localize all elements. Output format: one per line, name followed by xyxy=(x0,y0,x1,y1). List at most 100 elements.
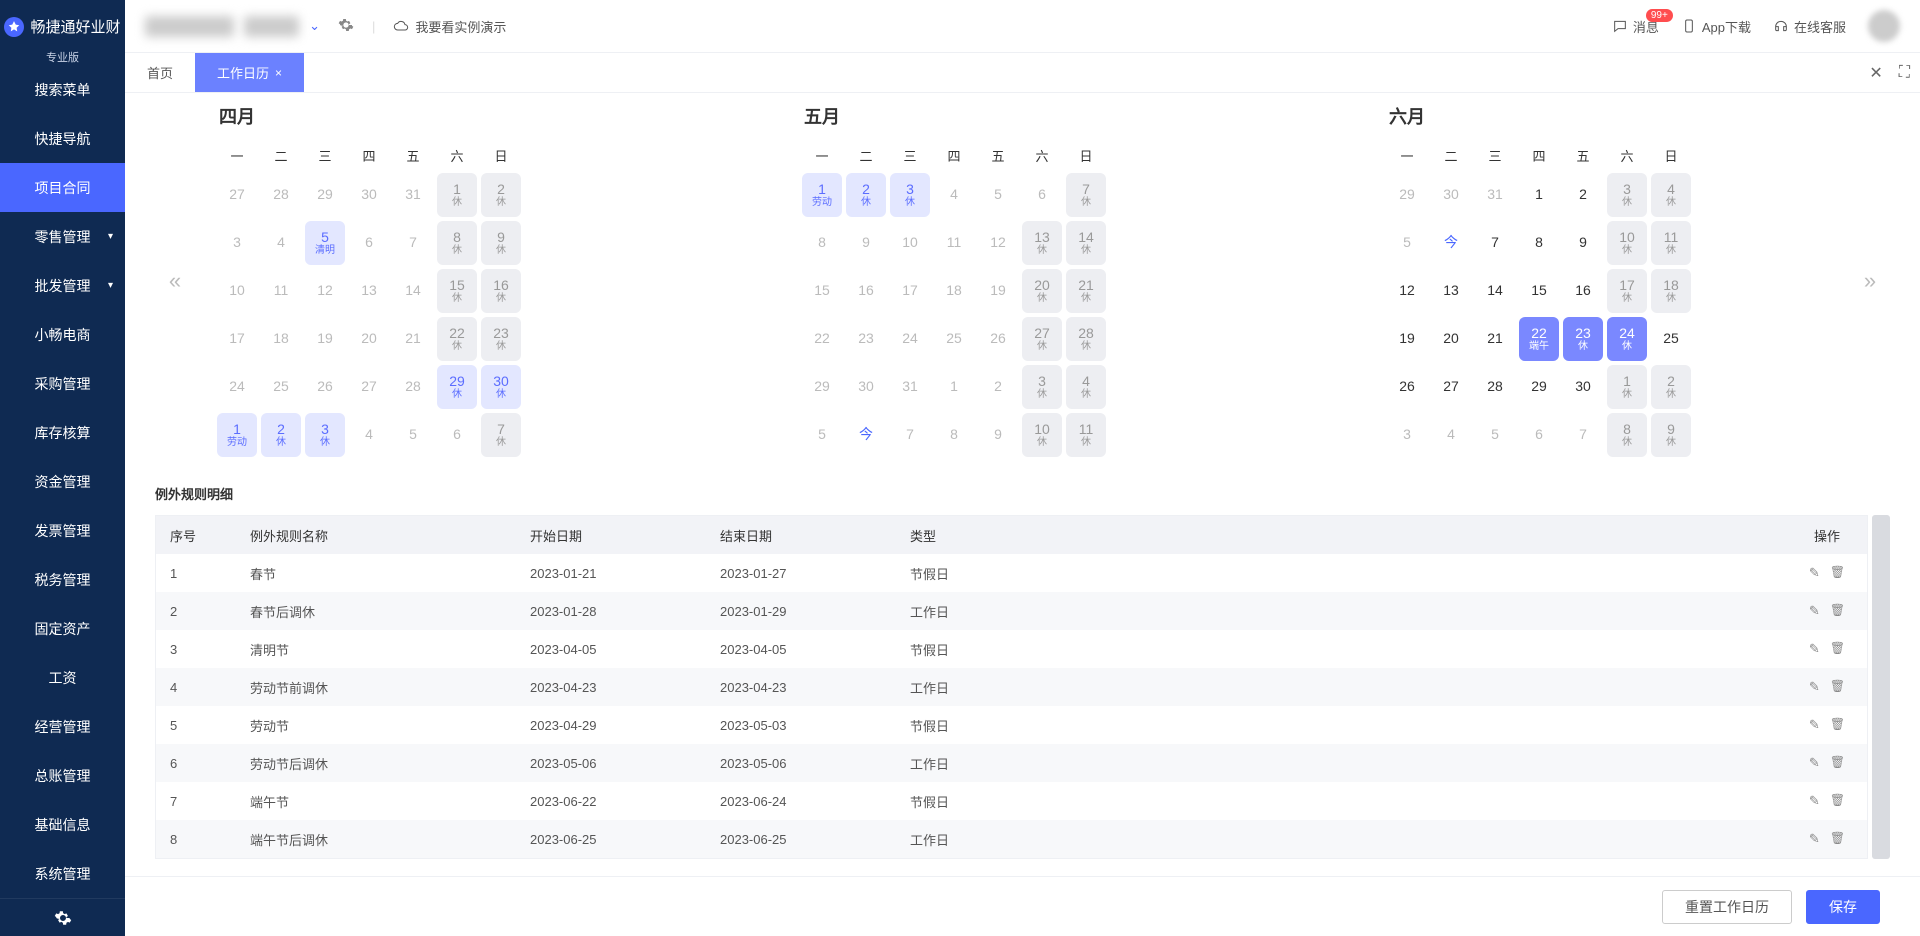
sidebar-item-15[interactable]: 基础信息 xyxy=(0,800,125,849)
calendar-day[interactable]: 今 xyxy=(1431,221,1471,265)
calendar-day[interactable]: 25 xyxy=(1651,317,1691,361)
calendar-day[interactable]: 9休 xyxy=(481,221,521,265)
calendar-day[interactable]: 17 xyxy=(890,269,930,313)
calendar-day[interactable]: 14休 xyxy=(1066,221,1106,265)
calendar-day[interactable]: 27 xyxy=(1431,365,1471,409)
calendar-day[interactable]: 30 xyxy=(1431,173,1471,217)
calendar-day[interactable]: 22休 xyxy=(437,317,477,361)
calendar-day[interactable]: 19 xyxy=(305,317,345,361)
calendar-day[interactable]: 15 xyxy=(802,269,842,313)
calendar-day[interactable]: 7 xyxy=(1475,221,1515,265)
calendar-day[interactable]: 13 xyxy=(1431,269,1471,313)
calendar-day[interactable]: 16 xyxy=(846,269,886,313)
calendar-day[interactable]: 10 xyxy=(890,221,930,265)
calendar-day[interactable]: 10休 xyxy=(1607,221,1647,265)
calendar-day[interactable]: 19 xyxy=(1387,317,1427,361)
calendar-day[interactable]: 30 xyxy=(846,365,886,409)
table-scrollbar[interactable] xyxy=(1872,515,1890,859)
sidebar-settings[interactable] xyxy=(0,898,125,936)
org-selector[interactable]: XXXXXXXX XXXX ⌄ xyxy=(145,16,320,37)
calendar-day[interactable]: 9 xyxy=(978,413,1018,457)
calendar-day[interactable]: 23 xyxy=(846,317,886,361)
edit-icon[interactable]: ✎ xyxy=(1809,679,1820,695)
calendar-day[interactable]: 13 xyxy=(349,269,389,313)
calendar-day[interactable]: 8 xyxy=(934,413,974,457)
edit-icon[interactable]: ✎ xyxy=(1809,755,1820,771)
calendar-day[interactable]: 10 xyxy=(217,269,257,313)
calendar-day[interactable]: 15休 xyxy=(437,269,477,313)
calendar-day[interactable]: 24 xyxy=(217,365,257,409)
calendar-day[interactable]: 7 xyxy=(393,221,433,265)
calendar-day[interactable]: 7 xyxy=(1563,413,1603,457)
calendar-day[interactable]: 11休 xyxy=(1651,221,1691,265)
calendar-day[interactable]: 2 xyxy=(978,365,1018,409)
calendar-day[interactable]: 1休 xyxy=(437,173,477,217)
calendar-day[interactable]: 6 xyxy=(1519,413,1559,457)
calendar-day[interactable]: 4 xyxy=(1431,413,1471,457)
calendar-day[interactable]: 2休 xyxy=(846,173,886,217)
calendar-day[interactable]: 4 xyxy=(934,173,974,217)
calendar-day[interactable]: 26 xyxy=(1387,365,1427,409)
reset-button[interactable]: 重置工作日历 xyxy=(1662,890,1792,924)
delete-icon[interactable]: 🗑 xyxy=(1830,679,1845,695)
calendar-day[interactable]: 8 xyxy=(1519,221,1559,265)
calendar-day[interactable]: 3休 xyxy=(1607,173,1647,217)
calendar-day[interactable]: 2休 xyxy=(261,413,301,457)
sidebar-item-9[interactable]: 发票管理 xyxy=(0,506,125,555)
calendar-day[interactable]: 12 xyxy=(978,221,1018,265)
calendar-day[interactable]: 1劳动 xyxy=(217,413,257,457)
delete-icon[interactable]: 🗑 xyxy=(1830,641,1845,657)
app-download-button[interactable]: App下载 xyxy=(1681,17,1751,36)
sidebar-item-8[interactable]: 资金管理 xyxy=(0,457,125,506)
sidebar-item-10[interactable]: 税务管理 xyxy=(0,555,125,604)
calendar-day[interactable]: 3休 xyxy=(890,173,930,217)
calendar-day[interactable]: 6 xyxy=(349,221,389,265)
calendar-day[interactable]: 9休 xyxy=(1651,413,1691,457)
calendar-day[interactable]: 29 xyxy=(1387,173,1427,217)
calendar-day[interactable]: 28 xyxy=(261,173,301,217)
calendar-day[interactable]: 31 xyxy=(890,365,930,409)
delete-icon[interactable]: 🗑 xyxy=(1830,565,1845,581)
calendar-prev[interactable]: « xyxy=(155,268,195,294)
edit-icon[interactable]: ✎ xyxy=(1809,641,1820,657)
calendar-day[interactable]: 23休 xyxy=(481,317,521,361)
edit-icon[interactable]: ✎ xyxy=(1809,831,1820,847)
tab-1[interactable]: 工作日历× xyxy=(195,53,304,92)
calendar-day[interactable]: 7 xyxy=(890,413,930,457)
calendar-day[interactable]: 6 xyxy=(437,413,477,457)
sidebar-item-14[interactable]: 总账管理 xyxy=(0,751,125,800)
calendar-day[interactable]: 17 xyxy=(217,317,257,361)
calendar-day[interactable]: 18 xyxy=(261,317,301,361)
calendar-day[interactable]: 19 xyxy=(978,269,1018,313)
edit-icon[interactable]: ✎ xyxy=(1809,603,1820,619)
calendar-day[interactable]: 今 xyxy=(846,413,886,457)
calendar-day[interactable]: 28 xyxy=(1475,365,1515,409)
calendar-day[interactable]: 3休 xyxy=(1022,365,1062,409)
calendar-day[interactable]: 8休 xyxy=(437,221,477,265)
calendar-day[interactable]: 16休 xyxy=(481,269,521,313)
calendar-day[interactable]: 11 xyxy=(261,269,301,313)
calendar-day[interactable]: 16 xyxy=(1563,269,1603,313)
calendar-day[interactable]: 12 xyxy=(305,269,345,313)
calendar-day[interactable]: 30 xyxy=(349,173,389,217)
calendar-day[interactable]: 29休 xyxy=(437,365,477,409)
calendar-day[interactable]: 8 xyxy=(802,221,842,265)
sidebar-item-1[interactable]: 快捷导航 xyxy=(0,114,125,163)
calendar-day[interactable]: 2 xyxy=(1563,173,1603,217)
calendar-day[interactable]: 20休 xyxy=(1022,269,1062,313)
calendar-day[interactable]: 28休 xyxy=(1066,317,1106,361)
calendar-day[interactable]: 22端午 xyxy=(1519,317,1559,361)
calendar-day[interactable]: 25 xyxy=(934,317,974,361)
calendar-day[interactable]: 5 xyxy=(978,173,1018,217)
calendar-day[interactable]: 20 xyxy=(349,317,389,361)
calendar-day[interactable]: 26 xyxy=(978,317,1018,361)
calendar-day[interactable]: 8休 xyxy=(1607,413,1647,457)
calendar-day[interactable]: 29 xyxy=(305,173,345,217)
calendar-day[interactable]: 28 xyxy=(393,365,433,409)
calendar-day[interactable]: 20 xyxy=(1431,317,1471,361)
calendar-day[interactable]: 5 xyxy=(1387,221,1427,265)
calendar-day[interactable]: 6 xyxy=(1022,173,1062,217)
calendar-day[interactable]: 31 xyxy=(1475,173,1515,217)
calendar-day[interactable]: 14 xyxy=(1475,269,1515,313)
sidebar-item-7[interactable]: 库存核算 xyxy=(0,408,125,457)
